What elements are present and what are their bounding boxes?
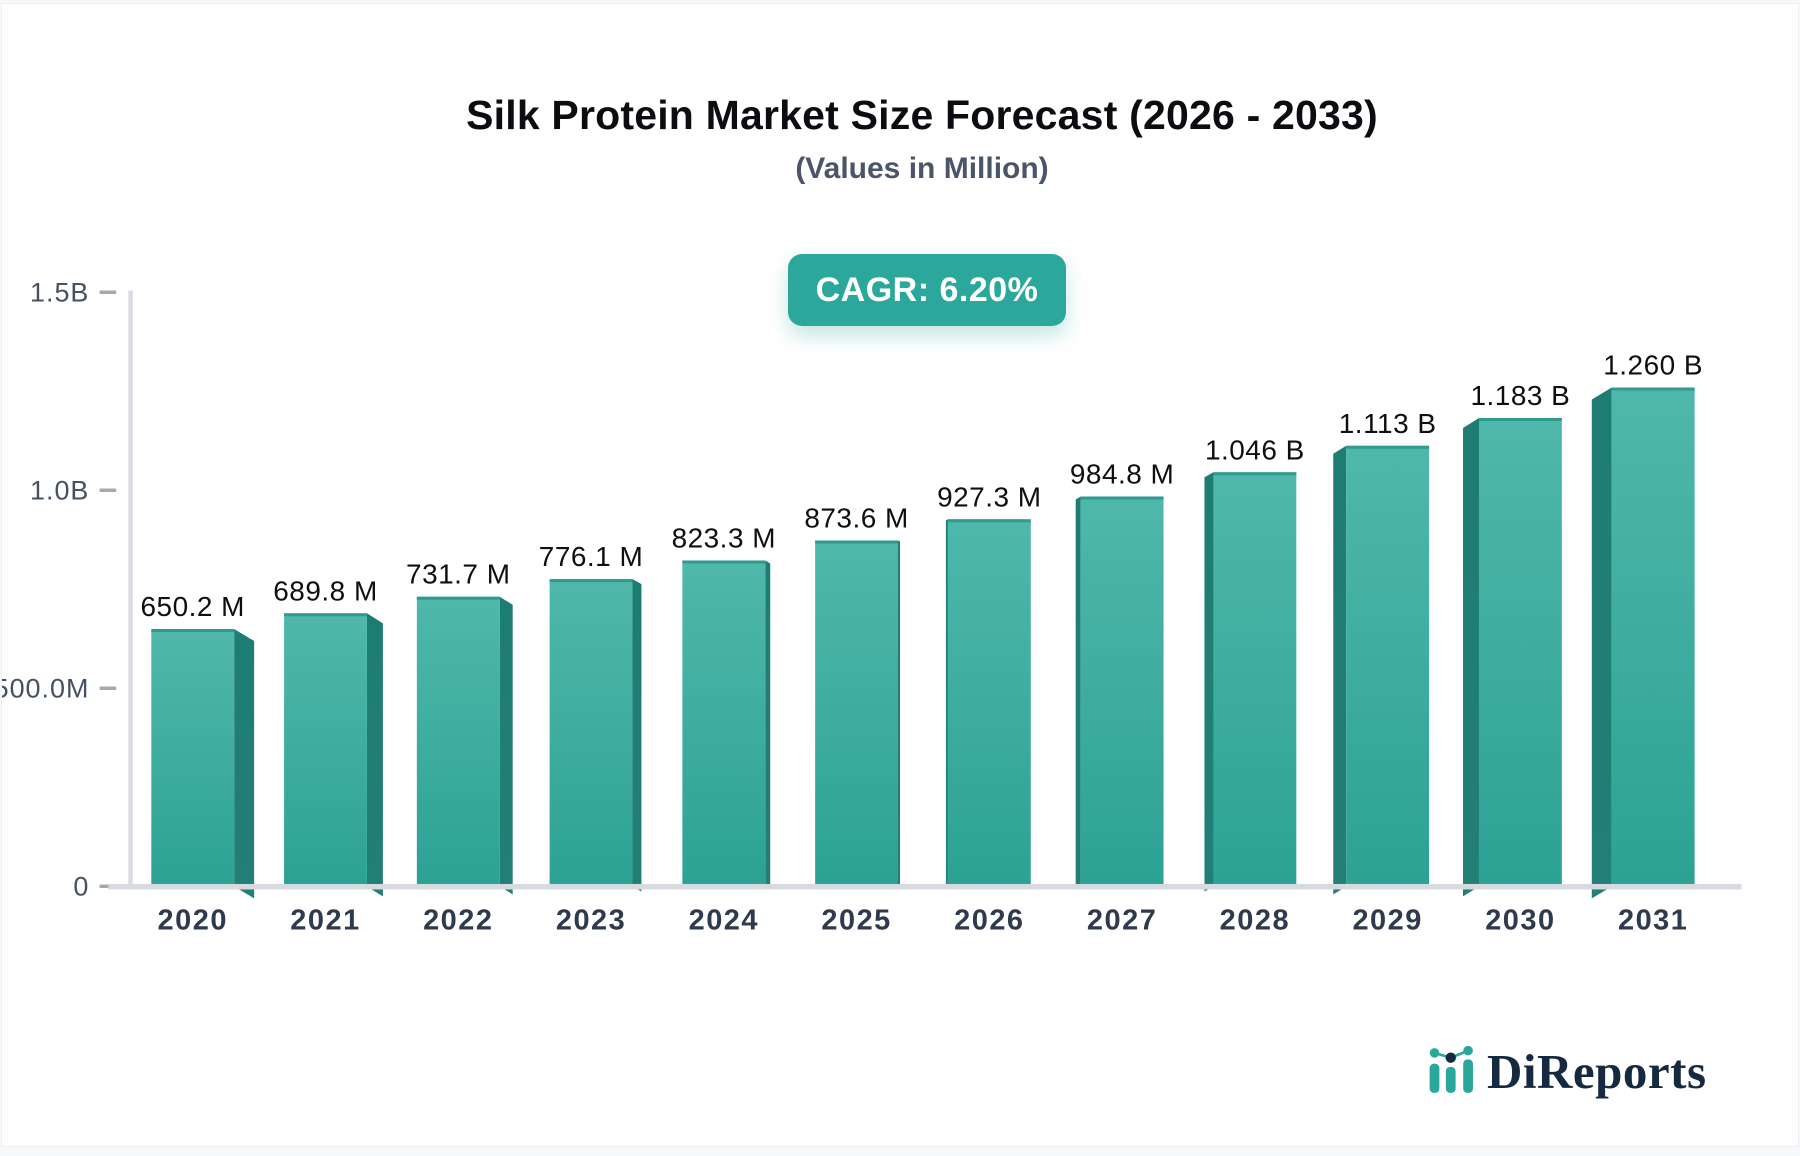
chart-subtitle: (Values in Million) xyxy=(795,152,1049,185)
bar-2024 xyxy=(682,560,766,887)
x-label-2022: 2022 xyxy=(423,904,493,936)
value-label-2025: 873.6 M xyxy=(804,503,908,534)
bar-side-2022 xyxy=(499,596,513,895)
brand-logo: DiReports xyxy=(1428,1032,1707,1099)
x-label-2026: 2026 xyxy=(954,904,1024,936)
bar-2030 xyxy=(1478,418,1562,887)
value-label-2027: 984.8 M xyxy=(1070,459,1174,490)
x-label-2025: 2025 xyxy=(821,904,891,936)
bar-side-2027 xyxy=(1075,496,1081,890)
x-label-2027: 2027 xyxy=(1087,904,1157,936)
bar-chart: 1.5B 1.0B 500.0M 0 650.2 M 2020 689.8 M 2021 731… xyxy=(2,277,1742,936)
bar-2027 xyxy=(1080,496,1164,887)
x-label-2023: 2023 xyxy=(556,904,626,936)
bar-2020 xyxy=(151,628,235,887)
bar-side-2031 xyxy=(1591,387,1612,899)
value-label-2030: 1.183 B xyxy=(1471,380,1571,411)
bar-2025 xyxy=(815,540,899,887)
x-label-2029: 2029 xyxy=(1352,904,1422,936)
y-tick-2 xyxy=(99,686,117,690)
bar-2029 xyxy=(1346,445,1430,887)
bar-side-2029 xyxy=(1333,445,1347,895)
bar-side-2030 xyxy=(1463,418,1479,897)
bar-side-2028 xyxy=(1204,472,1214,892)
value-label-2028: 1.046 B xyxy=(1205,434,1305,465)
y-tick-label-3: 0 xyxy=(73,871,89,901)
bar-side-2020 xyxy=(234,628,255,899)
y-tick-0 xyxy=(99,290,117,294)
x-label-2031: 2031 xyxy=(1618,904,1688,936)
bar-side-2025 xyxy=(898,540,900,888)
bar-side-2023 xyxy=(632,579,642,892)
brand-name: DiReports xyxy=(1487,1043,1707,1099)
bar-2028 xyxy=(1213,472,1297,887)
bar-2026 xyxy=(947,519,1031,887)
y-tick-label-2: 500.0M xyxy=(2,673,89,703)
y-tick-label-1: 1.0B xyxy=(30,475,89,505)
x-label-2020: 2020 xyxy=(158,904,228,936)
value-label-2031: 1.260 B xyxy=(1603,350,1703,381)
x-label-2021: 2021 xyxy=(290,904,360,936)
bar-side-2024 xyxy=(765,560,771,890)
bar-2022 xyxy=(416,596,500,887)
bar-chart-trend-icon xyxy=(1429,1045,1473,1093)
x-axis-baseline xyxy=(108,883,1742,890)
bar-side-2021 xyxy=(366,613,383,897)
cagr-badge: CAGR: 6.20% xyxy=(788,254,1066,326)
y-axis-line xyxy=(128,290,133,889)
y-tick-1 xyxy=(99,488,117,492)
bar-side-2026 xyxy=(945,519,948,888)
value-label-2023: 776.1 M xyxy=(539,541,643,572)
x-label-2028: 2028 xyxy=(1220,904,1290,936)
y-tick-label-0: 1.5B xyxy=(30,277,89,307)
bar-2031 xyxy=(1611,387,1695,887)
value-label-2022: 731.7 M xyxy=(406,559,510,590)
x-label-2024: 2024 xyxy=(689,904,759,936)
value-label-2021: 689.8 M xyxy=(273,575,377,606)
bar-2021 xyxy=(284,613,367,887)
chart-card: Silk Protein Market Size Forecast (2026 … xyxy=(1,3,1799,1147)
value-label-2020: 650.2 M xyxy=(141,591,245,622)
value-label-2029: 1.113 B xyxy=(1339,408,1437,439)
value-label-2026: 927.3 M xyxy=(937,481,1041,512)
bar-2023 xyxy=(549,579,633,887)
x-label-2030: 2030 xyxy=(1485,904,1555,936)
value-label-2024: 823.3 M xyxy=(672,522,776,553)
chart-title: Silk Protein Market Size Forecast (2026 … xyxy=(466,92,1378,138)
